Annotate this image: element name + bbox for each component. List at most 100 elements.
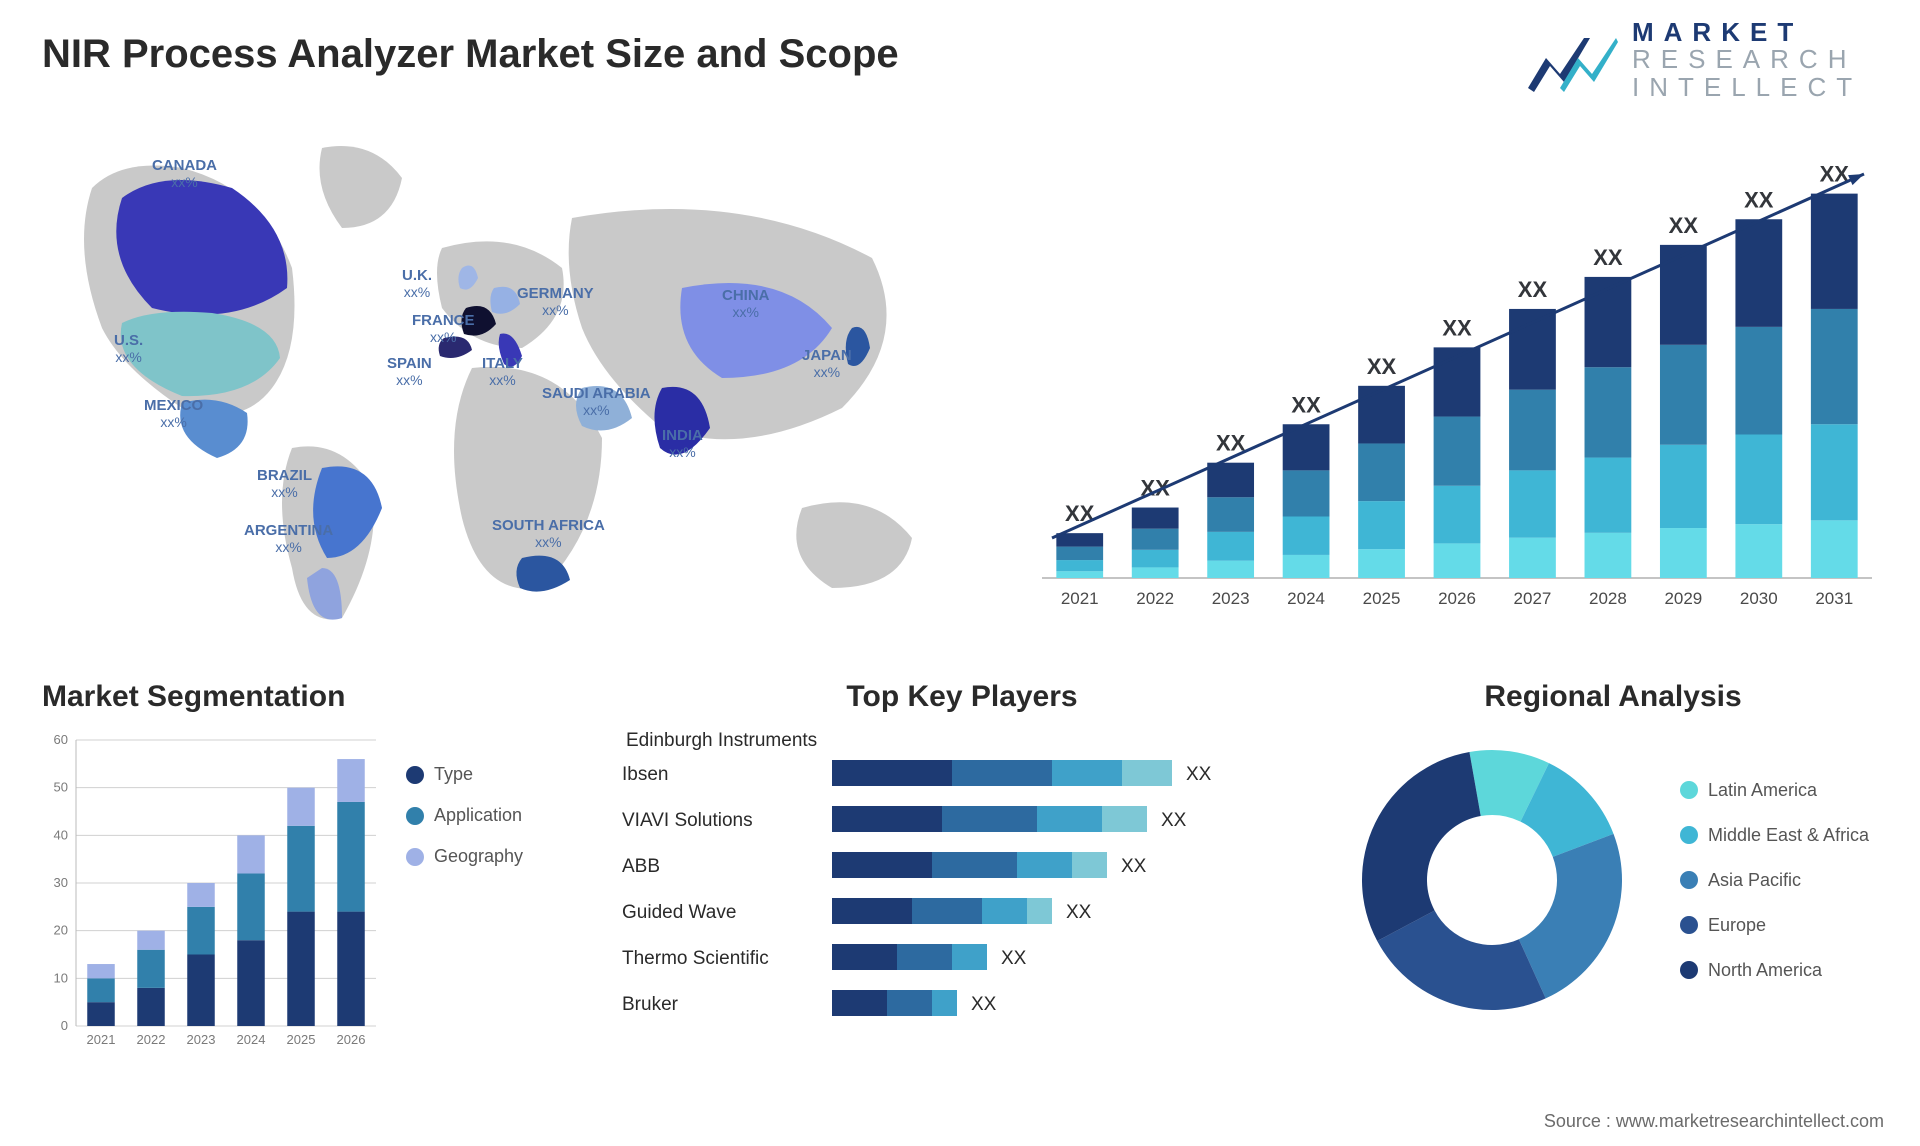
legend-label: Application (434, 805, 522, 826)
svg-text:XX: XX (1291, 392, 1321, 417)
brand-logo-l1: MARKET (1632, 19, 1862, 46)
regional-legend-item: Middle East & Africa (1680, 825, 1869, 846)
forecast-chart-panel: XX2021XX2022XX2023XX2024XX2025XX2026XX20… (1032, 128, 1884, 638)
map-label-south-africa: SOUTH AFRICAxx% (492, 518, 605, 550)
regional-donut-svg (1342, 730, 1642, 1030)
svg-text:XX: XX (971, 994, 997, 1015)
map-label-argentina: ARGENTINAxx% (244, 523, 333, 555)
svg-text:2030: 2030 (1740, 589, 1778, 608)
svg-text:2024: 2024 (1287, 589, 1325, 608)
legend-dot (406, 848, 424, 866)
regional-title: Regional Analysis (1342, 680, 1884, 714)
map-label-spain: SPAINxx% (387, 356, 432, 388)
svg-text:2021: 2021 (1061, 589, 1099, 608)
svg-text:2024: 2024 (237, 1032, 266, 1047)
map-label-u-s-: U.S.xx% (114, 333, 143, 365)
regional-legend-item: Latin America (1680, 780, 1869, 801)
map-label-saudi-arabia: SAUDI ARABIAxx% (542, 386, 651, 418)
svg-text:2026: 2026 (337, 1032, 366, 1047)
svg-text:XX: XX (1161, 810, 1187, 831)
svg-text:2025: 2025 (287, 1032, 316, 1047)
segmentation-legend-item: Geography (406, 846, 523, 867)
segmentation-title: Market Segmentation (42, 680, 582, 714)
svg-text:XX: XX (1593, 245, 1623, 270)
svg-text:50: 50 (54, 780, 68, 795)
svg-text:XX: XX (1001, 948, 1027, 969)
brand-logo: MARKET RESEARCH INTELLECT (1524, 10, 1884, 110)
map-label-canada: CANADAxx% (152, 158, 217, 190)
legend-dot (1680, 871, 1698, 889)
svg-text:2031: 2031 (1815, 589, 1853, 608)
svg-text:VIAVI Solutions: VIAVI Solutions (622, 810, 753, 831)
svg-text:Guided Wave: Guided Wave (622, 902, 736, 923)
svg-text:20: 20 (54, 923, 68, 938)
svg-text:XX: XX (1442, 315, 1472, 340)
brand-logo-text: MARKET RESEARCH INTELLECT (1632, 19, 1862, 101)
svg-text:XX: XX (1669, 213, 1699, 238)
segmentation-legend-item: Type (406, 764, 523, 785)
map-label-india: INDIAxx% (662, 428, 703, 460)
legend-label: Asia Pacific (1708, 870, 1801, 891)
map-label-u-k-: U.K.xx% (402, 268, 432, 300)
segmentation-chart-svg: 0 10 20 30 40 50 60 2021 2022 2023 2024 2025 2026 (42, 730, 382, 1060)
world-map-panel: CANADAxx% U.S.xx% MEXICOxx% BRAZILxx% ARGENT… (42, 128, 972, 638)
svg-text:ABB: ABB (622, 856, 660, 877)
legend-dot (1680, 916, 1698, 934)
svg-text:40: 40 (54, 827, 68, 842)
segmentation-legend: Type Application Geography (406, 764, 523, 867)
legend-label: Latin America (1708, 780, 1817, 801)
svg-text:2021: 2021 (87, 1032, 116, 1047)
legend-label: North America (1708, 960, 1822, 981)
map-label-france: FRANCExx% (412, 313, 475, 345)
svg-text:XX: XX (1518, 277, 1548, 302)
regional-legend-item: Asia Pacific (1680, 870, 1869, 891)
svg-text:XX: XX (1121, 856, 1147, 877)
legend-dot (406, 766, 424, 784)
regional-legend: Latin America Middle East & Africa Asia Pa… (1680, 780, 1869, 981)
svg-text:XX: XX (1367, 354, 1397, 379)
players-title: Top Key Players (622, 680, 1302, 714)
legend-label: Type (434, 764, 473, 785)
players-chart-svg: Ibsen XX VIAVI Solutions XX ABB XX Guided Wave… (622, 760, 1302, 1060)
svg-text:XX: XX (1744, 187, 1774, 212)
forecast-chart-svg: XX2021XX2022XX2023XX2024XX2025XX2026XX20… (1032, 128, 1882, 638)
svg-text:XX: XX (1066, 902, 1092, 923)
svg-text:2026: 2026 (1438, 589, 1476, 608)
map-label-mexico: MEXICOxx% (144, 398, 203, 430)
players-panel: Top Key Players Edinburgh Instruments Ib… (622, 680, 1302, 1080)
svg-text:2027: 2027 (1514, 589, 1552, 608)
svg-text:Thermo Scientific: Thermo Scientific (622, 948, 769, 969)
regional-legend-item: Europe (1680, 915, 1869, 936)
svg-text:Bruker: Bruker (622, 994, 679, 1015)
svg-text:2022: 2022 (137, 1032, 166, 1047)
legend-dot (1680, 781, 1698, 799)
segmentation-panel: Market Segmentation 0 10 20 30 40 50 60 2021 202… (42, 680, 582, 1080)
svg-text:Ibsen: Ibsen (622, 764, 668, 785)
legend-label: Europe (1708, 915, 1766, 936)
legend-dot (1680, 826, 1698, 844)
regional-panel: Regional Analysis Latin America Middle Ea… (1342, 680, 1884, 1080)
svg-text:2022: 2022 (1136, 589, 1174, 608)
map-label-brazil: BRAZILxx% (257, 468, 312, 500)
svg-text:2025: 2025 (1363, 589, 1401, 608)
legend-dot (406, 807, 424, 825)
svg-text:0: 0 (61, 1018, 68, 1033)
segmentation-legend-item: Application (406, 805, 523, 826)
regional-legend-item: North America (1680, 960, 1869, 981)
svg-text:30: 30 (54, 875, 68, 890)
svg-text:2023: 2023 (187, 1032, 216, 1047)
svg-text:10: 10 (54, 970, 68, 985)
map-label-italy: ITALYxx% (482, 356, 523, 388)
svg-text:2029: 2029 (1664, 589, 1702, 608)
legend-label: Middle East & Africa (1708, 825, 1869, 846)
source-attribution: Source : www.marketresearchintellect.com (1544, 1111, 1884, 1132)
page-title: NIR Process Analyzer Market Size and Sco… (42, 32, 899, 77)
svg-text:XX: XX (1186, 764, 1212, 785)
brand-logo-l3: INTELLECT (1632, 74, 1862, 101)
svg-text:60: 60 (54, 732, 68, 747)
svg-text:2028: 2028 (1589, 589, 1627, 608)
map-label-japan: JAPANxx% (802, 348, 852, 380)
map-label-germany: GERMANYxx% (517, 286, 594, 318)
brand-logo-l2: RESEARCH (1632, 46, 1862, 73)
legend-dot (1680, 961, 1698, 979)
